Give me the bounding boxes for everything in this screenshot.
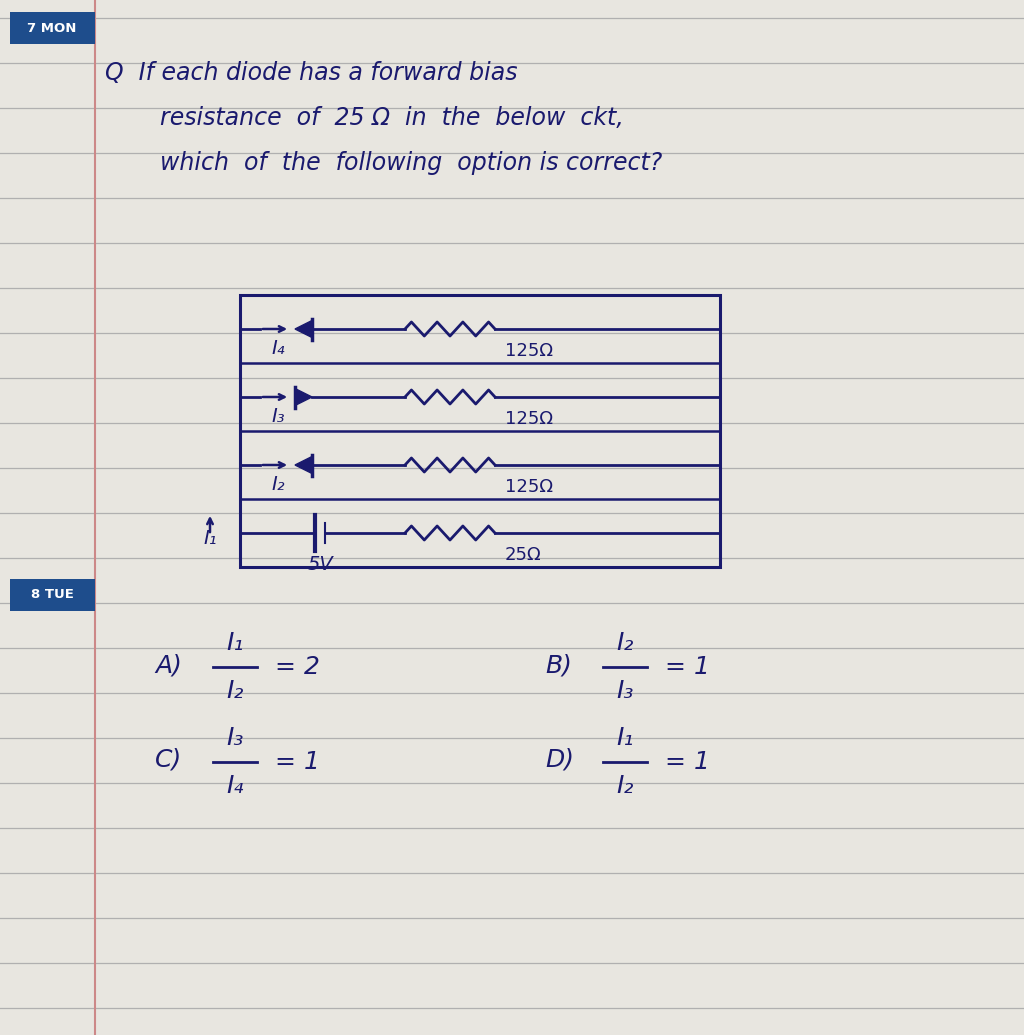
Polygon shape (295, 388, 312, 406)
Text: I₄: I₄ (226, 774, 244, 798)
Text: I₂: I₂ (271, 475, 285, 495)
Polygon shape (295, 456, 312, 473)
Text: I₁: I₁ (226, 631, 244, 655)
Text: C): C) (155, 748, 182, 772)
Text: = 1: = 1 (665, 655, 710, 679)
Text: I₃: I₃ (271, 408, 285, 426)
Text: A): A) (155, 653, 182, 677)
Text: I₂: I₂ (616, 774, 634, 798)
Text: = 1: = 1 (275, 750, 319, 774)
Text: which  of  the  following  option is correct?: which of the following option is correct… (160, 151, 663, 175)
Text: 8 TUE: 8 TUE (31, 589, 74, 601)
Text: 125Ω: 125Ω (505, 342, 553, 360)
Text: D): D) (545, 748, 574, 772)
Polygon shape (295, 321, 312, 337)
Text: I₃: I₃ (226, 726, 244, 750)
Bar (240, 295, 720, 567)
Text: 7 MON: 7 MON (28, 23, 77, 35)
Text: I₂: I₂ (226, 679, 244, 703)
Text: B): B) (545, 653, 571, 677)
Text: = 1: = 1 (665, 750, 710, 774)
Text: 25Ω: 25Ω (505, 546, 542, 564)
Text: 125Ω: 125Ω (505, 478, 553, 496)
Text: I₁: I₁ (616, 726, 634, 750)
Text: I₂: I₂ (616, 631, 634, 655)
Text: 5V: 5V (307, 556, 333, 574)
Text: 125Ω: 125Ω (505, 410, 553, 428)
Bar (10, 579, 95, 611)
Text: resistance  of  25 Ω  in  the  below  ckt,: resistance of 25 Ω in the below ckt, (160, 106, 624, 130)
Text: I₃: I₃ (616, 679, 634, 703)
Text: = 2: = 2 (275, 655, 319, 679)
Text: I₁: I₁ (203, 529, 217, 548)
Bar (10, 12, 95, 45)
Text: I₄: I₄ (271, 339, 285, 358)
Text: Q  If each diode has a forward bias: Q If each diode has a forward bias (105, 61, 517, 85)
